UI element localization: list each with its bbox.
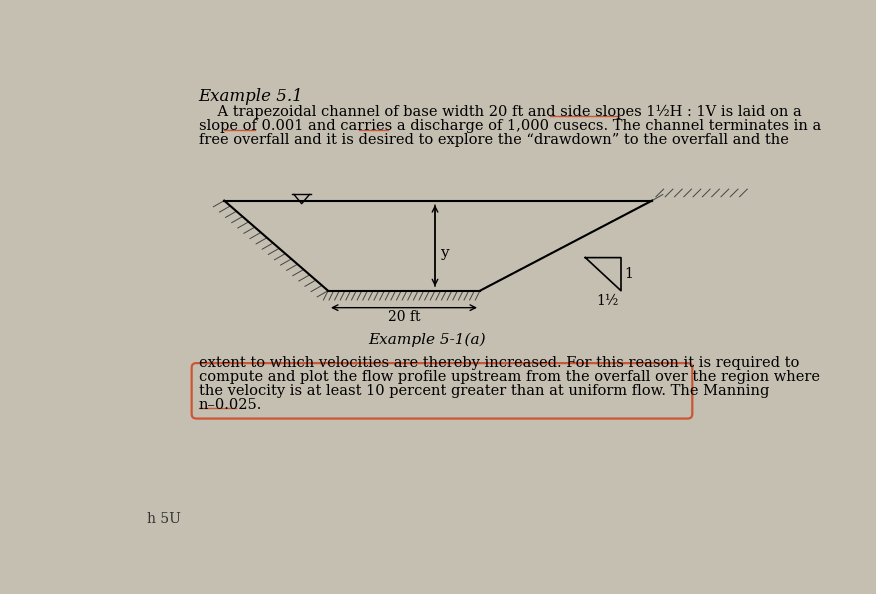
Text: A trapezoidal channel of base width 20 ft and side slopes 1½H : 1V is laid on a: A trapezoidal channel of base width 20 f… bbox=[199, 105, 802, 119]
Text: the velocity is at least 10 percent greater than at uniform flow. The Manning: the velocity is at least 10 percent grea… bbox=[199, 384, 769, 398]
Text: free overfall and it is desired to explore the “drawdown” to the overfall and th: free overfall and it is desired to explo… bbox=[199, 133, 788, 147]
Text: 1½: 1½ bbox=[597, 294, 618, 308]
Text: compute and plot the flow profile upstream from the overfall over the region whe: compute and plot the flow profile upstre… bbox=[199, 370, 820, 384]
Text: slope of 0.001 and carries a discharge of 1,000 cusecs. The channel terminates i: slope of 0.001 and carries a discharge o… bbox=[199, 119, 821, 133]
Text: extent to which velocities are thereby increased. For this reason it is required: extent to which velocities are thereby i… bbox=[199, 356, 799, 370]
Text: h 5U: h 5U bbox=[146, 511, 180, 526]
Text: 20 ft: 20 ft bbox=[388, 310, 420, 324]
Text: y: y bbox=[441, 246, 449, 260]
Text: 1: 1 bbox=[624, 267, 633, 281]
Text: Example 5.1: Example 5.1 bbox=[199, 89, 303, 105]
Text: Example 5-1(a): Example 5-1(a) bbox=[369, 333, 486, 347]
Text: n–0.025.: n–0.025. bbox=[199, 398, 262, 412]
